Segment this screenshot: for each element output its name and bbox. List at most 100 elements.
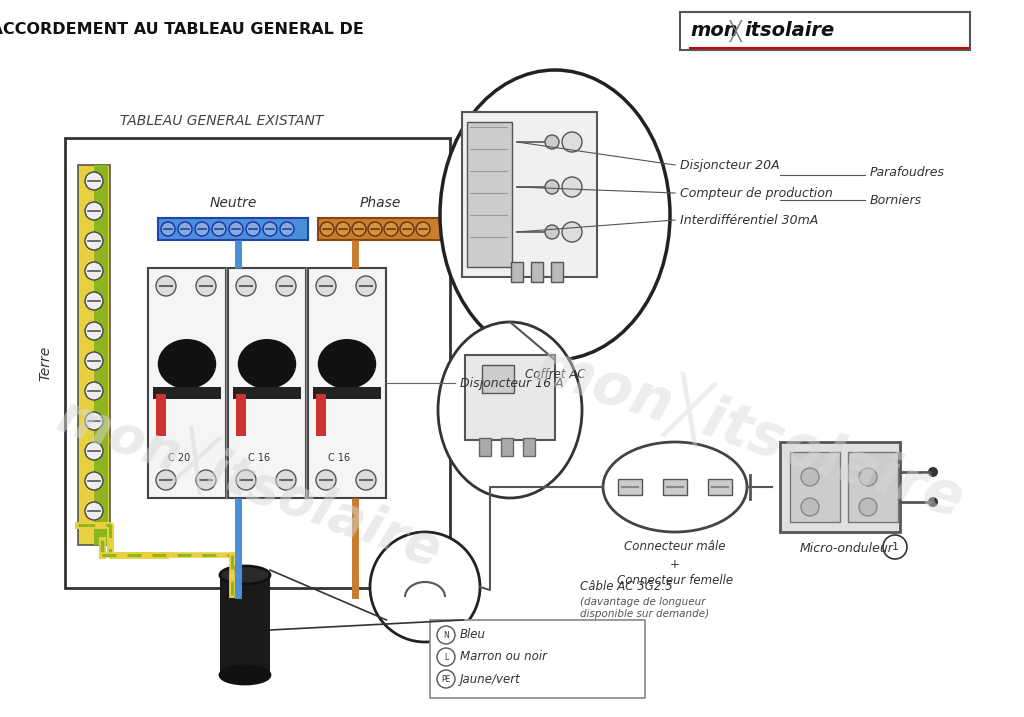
Circle shape	[356, 470, 376, 490]
Circle shape	[928, 467, 938, 477]
Text: mon╳itsolaire: mon╳itsolaire	[49, 381, 451, 579]
Circle shape	[545, 135, 559, 149]
Bar	[780, 442, 900, 532]
Text: mon╳itsolaire: mon╳itsolaire	[526, 328, 974, 531]
Bar	[316, 394, 326, 436]
Text: Borniers: Borniers	[870, 194, 923, 206]
Circle shape	[883, 535, 907, 559]
Circle shape	[246, 222, 260, 236]
Circle shape	[801, 468, 819, 486]
Ellipse shape	[440, 70, 670, 360]
Circle shape	[437, 670, 455, 688]
Bar	[313, 387, 381, 399]
Bar	[236, 394, 246, 436]
Bar	[94, 165, 108, 545]
Bar	[465, 355, 555, 440]
Circle shape	[85, 412, 103, 430]
Circle shape	[263, 222, 278, 236]
Circle shape	[85, 472, 103, 490]
Bar	[318, 218, 443, 240]
Text: C 16: C 16	[328, 453, 350, 463]
Circle shape	[545, 180, 559, 194]
Bar	[501, 438, 513, 456]
Bar	[308, 268, 386, 498]
Circle shape	[859, 498, 877, 516]
Circle shape	[316, 470, 336, 490]
Circle shape	[85, 442, 103, 460]
Circle shape	[352, 222, 366, 236]
Bar	[482, 365, 514, 393]
Text: Compteur de production: Compteur de production	[680, 186, 833, 199]
Bar	[228, 268, 306, 498]
Circle shape	[85, 322, 103, 340]
Circle shape	[276, 276, 296, 296]
Circle shape	[85, 502, 103, 520]
Text: Neutre: Neutre	[209, 196, 257, 210]
Text: L: L	[443, 652, 449, 662]
Circle shape	[85, 262, 103, 280]
Bar	[148, 268, 226, 498]
Text: Disjoncteur 16 A: Disjoncteur 16 A	[460, 376, 563, 389]
Text: +: +	[670, 558, 680, 571]
Bar	[531, 262, 543, 282]
Text: Câble AC 3G2.5: Câble AC 3G2.5	[580, 580, 673, 593]
Circle shape	[85, 292, 103, 310]
Bar	[790, 452, 840, 522]
Ellipse shape	[220, 566, 270, 584]
Ellipse shape	[158, 339, 216, 389]
Ellipse shape	[603, 442, 746, 532]
Circle shape	[859, 468, 877, 486]
Text: Connecteur femelle: Connecteur femelle	[616, 574, 733, 587]
Circle shape	[400, 222, 414, 236]
Circle shape	[212, 222, 226, 236]
Text: Marron ou noir: Marron ou noir	[460, 650, 547, 663]
Text: 1: 1	[892, 542, 898, 552]
Text: mon: mon	[690, 22, 737, 40]
Ellipse shape	[238, 339, 296, 389]
Text: Interdifférentiel 30mA: Interdifférentiel 30mA	[680, 214, 818, 227]
Circle shape	[195, 222, 209, 236]
Circle shape	[85, 382, 103, 400]
Text: PE: PE	[441, 675, 451, 683]
Circle shape	[316, 276, 336, 296]
Circle shape	[928, 497, 938, 507]
Text: Phase: Phase	[359, 196, 400, 210]
Text: itsolaire: itsolaire	[744, 22, 835, 40]
Circle shape	[85, 352, 103, 370]
Bar	[618, 479, 642, 495]
Circle shape	[562, 222, 582, 242]
Bar	[156, 394, 166, 436]
Bar	[430, 620, 645, 698]
Bar	[462, 112, 597, 277]
Text: Terre: Terre	[38, 346, 52, 381]
Circle shape	[156, 470, 176, 490]
Circle shape	[545, 225, 559, 239]
Text: Parafoudres: Parafoudres	[870, 166, 945, 179]
Circle shape	[370, 532, 480, 642]
Ellipse shape	[220, 666, 270, 684]
Bar	[158, 218, 308, 240]
Circle shape	[178, 222, 193, 236]
Text: Bleu: Bleu	[460, 629, 486, 642]
Circle shape	[562, 132, 582, 152]
Text: Disjoncteur 20A: Disjoncteur 20A	[680, 158, 779, 171]
Bar	[663, 479, 687, 495]
Circle shape	[85, 202, 103, 220]
Circle shape	[236, 470, 256, 490]
Circle shape	[85, 172, 103, 190]
Text: (davantage de longueur
disponible sur demande): (davantage de longueur disponible sur de…	[580, 597, 710, 619]
Circle shape	[356, 276, 376, 296]
Bar	[65, 138, 450, 588]
Text: Connecteur mâle: Connecteur mâle	[625, 540, 726, 553]
Text: Coffret AC: Coffret AC	[524, 368, 586, 381]
Bar	[708, 479, 732, 495]
Text: ╳: ╳	[730, 20, 741, 42]
Text: C 20: C 20	[168, 453, 190, 463]
Circle shape	[161, 222, 175, 236]
Bar	[551, 262, 563, 282]
Text: C 16: C 16	[248, 453, 270, 463]
Bar	[680, 12, 970, 50]
Circle shape	[368, 222, 382, 236]
Circle shape	[156, 276, 176, 296]
Bar	[233, 387, 301, 399]
